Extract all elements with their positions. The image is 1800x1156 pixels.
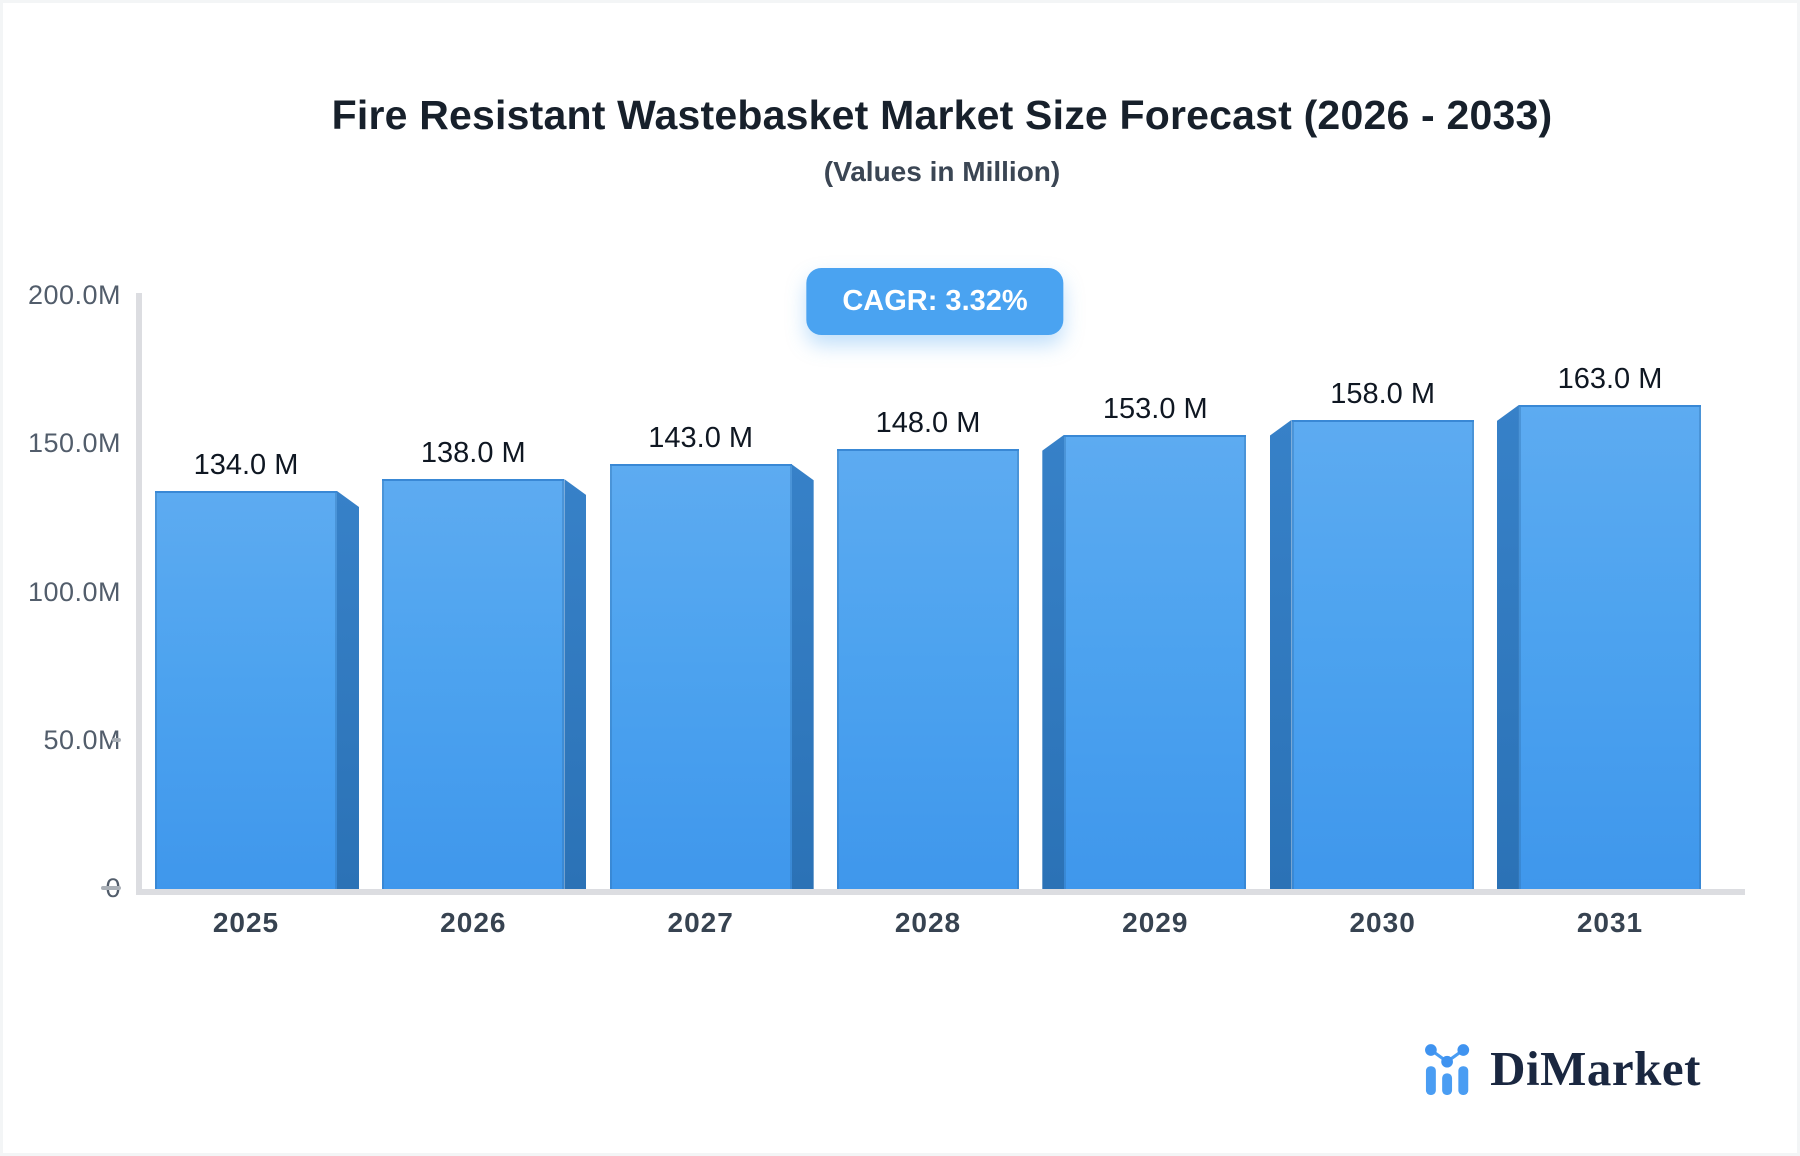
y-axis-tick-label: 50.0M	[43, 724, 121, 755]
y-axis-tick-mark	[101, 886, 121, 890]
bar-2030	[1291, 419, 1474, 889]
bar-2031-depth-side	[1496, 404, 1519, 889]
bar-2026	[382, 479, 565, 889]
y-axis-tick-label: 200.0M	[27, 280, 121, 310]
dimarket-logo-icon	[1425, 1044, 1470, 1095]
bar-value-label-2025: 134.0 M	[193, 449, 299, 482]
bar-value-label-2029: 153.0 M	[1102, 392, 1208, 425]
bar-2025	[155, 491, 337, 889]
bar-2025-depth-side	[337, 491, 359, 889]
bar-value-label-2027: 143.0 M	[648, 422, 754, 455]
bar-2027-depth-side	[791, 464, 814, 889]
x-axis-label-2028: 2028	[894, 907, 962, 938]
y-axis-tick-label: 100.0M	[27, 576, 121, 607]
y-axis-line	[136, 293, 142, 894]
chart-title: Fire Resistant Wastebasket Market Size F…	[331, 92, 1553, 138]
bar-2031	[1518, 404, 1701, 889]
dimarket-logo-text: DiMarket	[1490, 1040, 1701, 1096]
x-axis-label-2031: 2031	[1576, 907, 1644, 938]
bar-value-label-2026: 138.0 M	[420, 437, 526, 470]
chart-canvas: Fire Resistant Wastebasket Market Size F…	[3, 3, 1797, 1153]
y-axis-tick-mark	[112, 737, 121, 742]
x-axis-line	[136, 889, 1745, 895]
bar-2026-depth-side	[564, 479, 587, 889]
bar-value-label-2028: 148.0 M	[875, 407, 981, 440]
x-axis-label-2026: 2026	[440, 907, 507, 938]
x-axis-label-2030: 2030	[1349, 907, 1416, 938]
dimarket-logo: DiMarket	[1421, 1039, 1701, 1097]
chart-header: Fire Resistant Wastebasket Market Size F…	[139, 92, 1745, 188]
bar-2029	[1064, 434, 1247, 889]
x-axis-label-2027: 2027	[667, 907, 734, 938]
bar-value-label-2031: 163.0 M	[1557, 362, 1663, 395]
bar-value-label-2030: 158.0 M	[1330, 377, 1436, 410]
y-axis-tick-label: 150.0M	[27, 428, 121, 459]
x-axis-label-2029: 2029	[1122, 907, 1189, 938]
bar-2028	[836, 449, 1019, 889]
cagr-badge: CAGR: 3.32%	[806, 268, 1064, 335]
bar-2027	[609, 464, 792, 889]
bar-2030-depth-side	[1269, 419, 1292, 889]
bar-2029-depth-side	[1042, 434, 1065, 889]
chart-subtitle: (Values in Million)	[823, 156, 1061, 188]
x-axis-label-2025: 2025	[212, 907, 280, 938]
